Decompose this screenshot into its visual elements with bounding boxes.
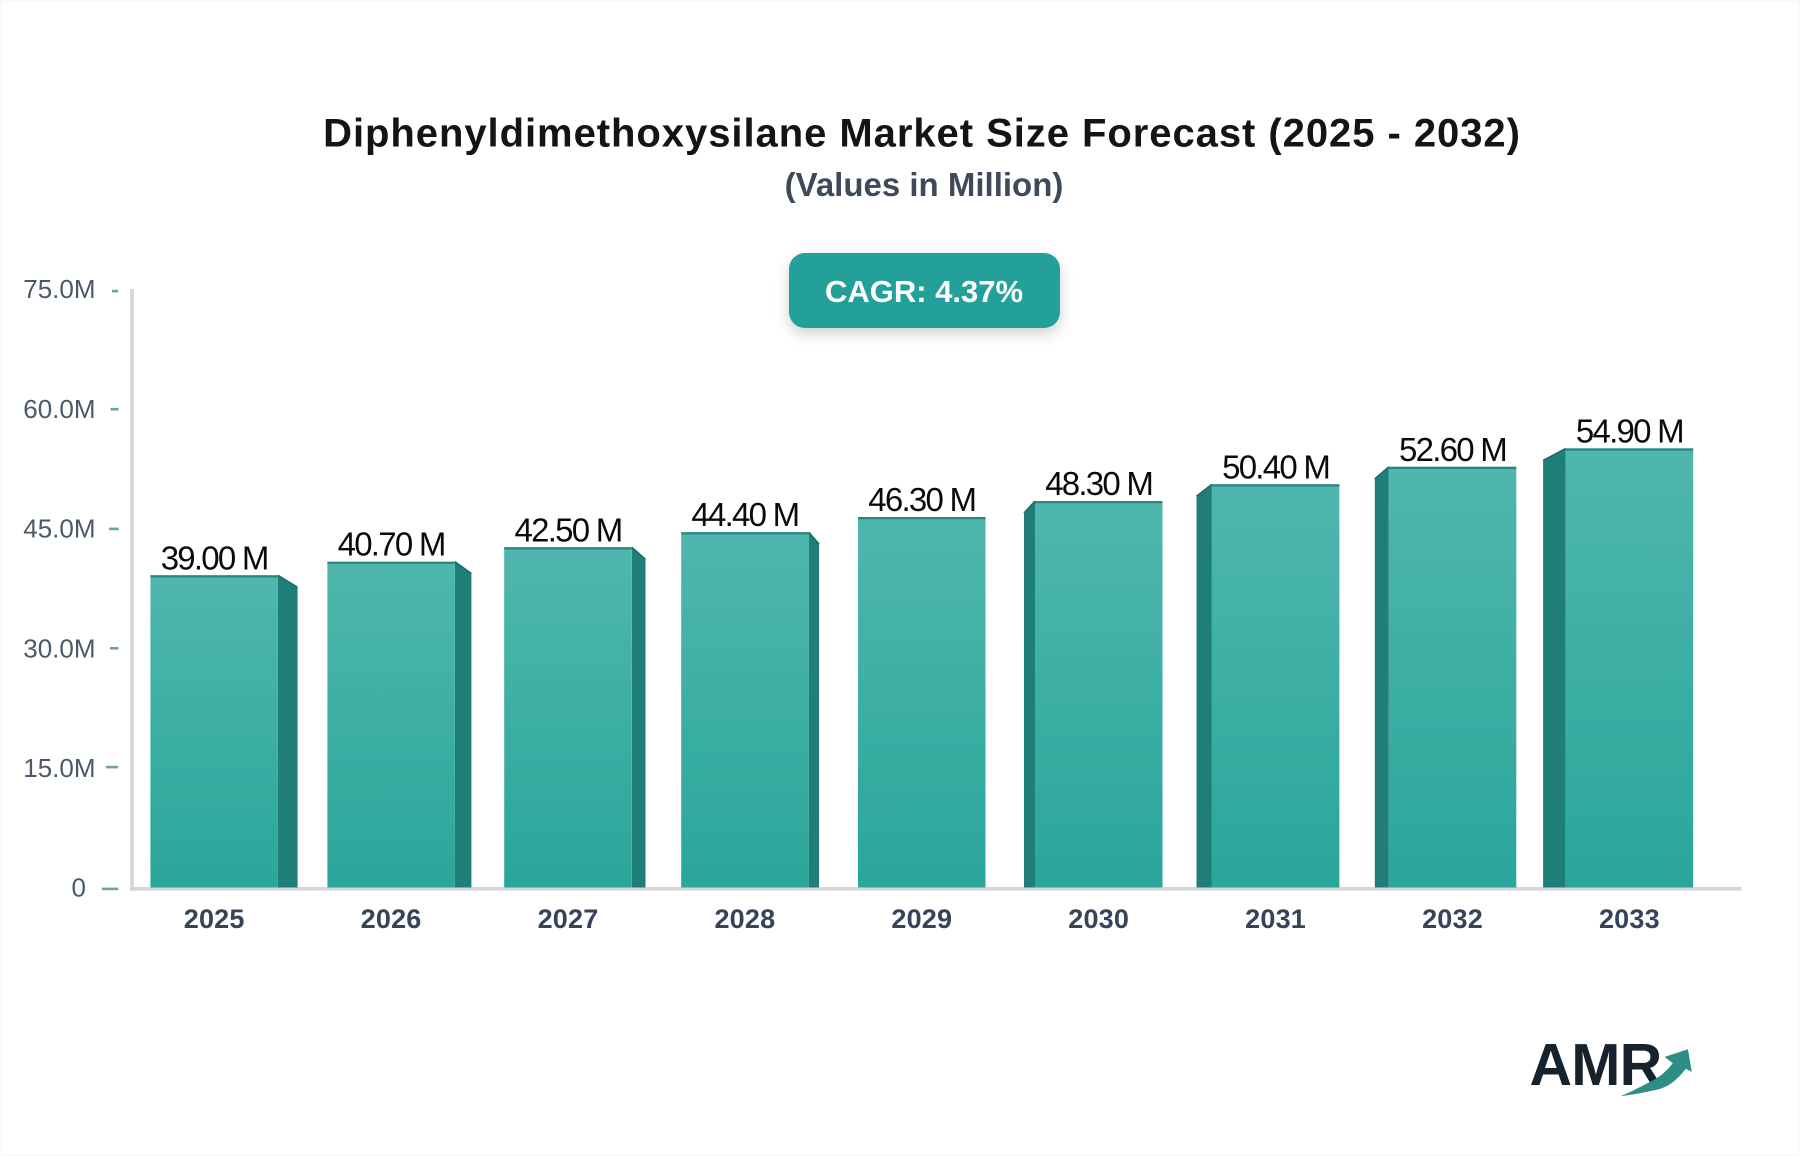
svg-text:2029: 2029 (891, 904, 952, 934)
svg-text:50.40 M: 50.40 M (1222, 448, 1329, 485)
svg-text:(Values in Million): (Values in Million) (785, 166, 1064, 203)
svg-text:CAGR: 4.37%: CAGR: 4.37% (825, 274, 1023, 309)
svg-text:60.0M: 60.0M (23, 394, 95, 424)
svg-text:2025: 2025 (184, 904, 245, 934)
svg-text:2030: 2030 (1068, 904, 1129, 934)
svg-text:54.90 M: 54.90 M (1576, 412, 1683, 449)
svg-text:40.70 M: 40.70 M (338, 526, 445, 563)
svg-text:2027: 2027 (538, 904, 599, 934)
svg-text:39.00 M: 39.00 M (161, 539, 268, 576)
svg-text:46.30 M: 46.30 M (868, 481, 975, 518)
svg-text:30.0M: 30.0M (23, 633, 95, 663)
svg-text:2032: 2032 (1422, 904, 1483, 934)
svg-text:2031: 2031 (1245, 904, 1306, 934)
svg-text:2028: 2028 (714, 904, 775, 934)
svg-text:15.0M: 15.0M (23, 753, 95, 783)
svg-text:45.0M: 45.0M (23, 514, 95, 544)
svg-text:75.0M: 75.0M (23, 274, 95, 304)
svg-text:44.40 M: 44.40 M (691, 496, 798, 533)
svg-text:0: 0 (72, 873, 86, 903)
svg-text:52.60 M: 52.60 M (1399, 431, 1506, 468)
svg-text:48.30 M: 48.30 M (1045, 465, 1152, 502)
svg-text:Diphenyldimethoxysilane Market: Diphenyldimethoxysilane Market Size Fore… (323, 112, 1521, 156)
svg-text:2026: 2026 (361, 904, 422, 934)
svg-text:2033: 2033 (1599, 904, 1660, 934)
svg-text:42.50 M: 42.50 M (515, 511, 622, 548)
